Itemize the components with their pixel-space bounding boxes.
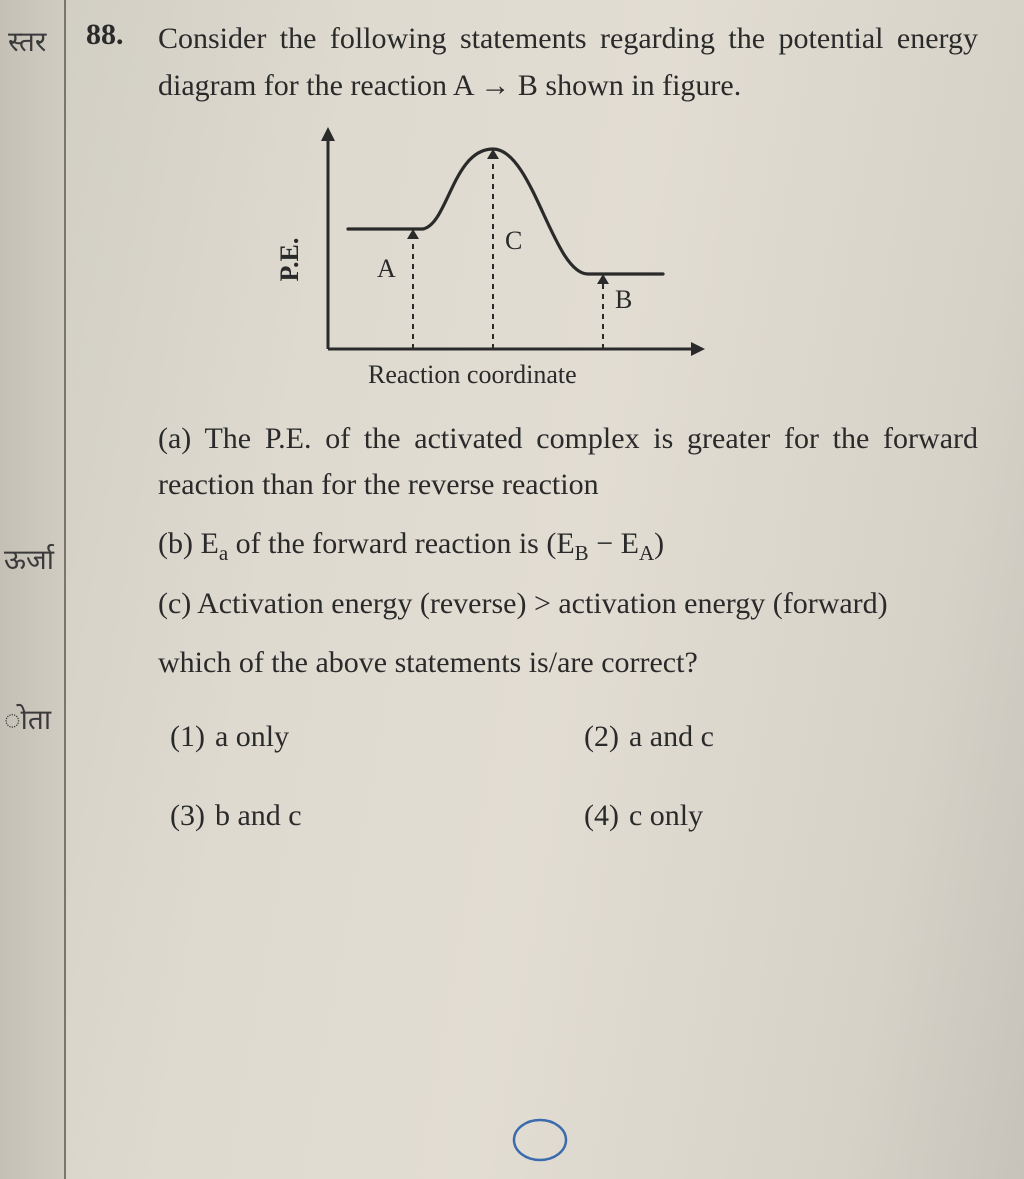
stmt-b-mid2: − E [589,527,639,560]
svg-text:A: A [377,254,396,283]
options: (1) a only (2) a and c (3) b and c (4) c… [158,714,978,839]
option-2-text: a and c [629,714,714,761]
question-ask: which of the above statements is/are cor… [158,640,978,687]
stmt-b-pre: (b) E [158,527,219,560]
stmt-b-sub3: A [639,541,654,565]
option-1[interactable]: (1) a only [170,714,564,761]
option-4-text: c only [629,793,703,840]
statement-c: (c) Activation energy (reverse) > activa… [158,581,978,628]
stmt-b-post: ) [654,527,664,560]
stmt-b-sub1: a [219,541,228,565]
option-1-num: (1) [170,714,205,761]
pe-diagram-svg: A C B P.E. Reaction coordinate [268,119,708,389]
svg-text:Reaction coordinate: Reaction coordinate [368,360,577,389]
stmt-b-sub2: B [575,541,589,565]
left-margin: स्तर ऊर्जा ोता [0,0,66,1179]
svg-text:P.E.: P.E. [275,238,304,282]
question-intro: Consider the following statements regard… [158,16,978,109]
svg-text:C: C [505,226,522,255]
option-2[interactable]: (2) a and c [584,714,978,761]
stmt-b-mid: of the forward reaction is (E [228,527,575,560]
margin-text-3: ोता [4,700,51,738]
option-4-num: (4) [584,793,619,840]
margin-text-1: स्तर [8,22,46,60]
option-3-num: (3) [170,793,205,840]
page: स्तर ऊर्जा ोता 88. Consider the followin… [0,0,1024,1179]
option-3-text: b and c [215,793,302,840]
statement-a: (a) The P.E. of the activated complex is… [158,416,978,509]
option-1-text: a only [215,714,289,761]
pe-diagram: A C B P.E. Reaction coordinate [268,119,978,404]
statement-b: (b) Ea of the forward reaction is (EB − … [158,521,978,570]
intro-line-3: shown in figure. [545,69,741,102]
question-content: Consider the following statements regard… [158,16,978,839]
option-4[interactable]: (4) c only [584,793,978,840]
option-2-num: (2) [584,714,619,761]
svg-text:B: B [615,285,632,314]
margin-text-2: ऊर्जा [4,540,54,578]
question-number: 88. [86,18,124,52]
option-3[interactable]: (3) b and c [170,793,564,840]
intro-line-1: Consider the following statements regard… [158,22,765,55]
